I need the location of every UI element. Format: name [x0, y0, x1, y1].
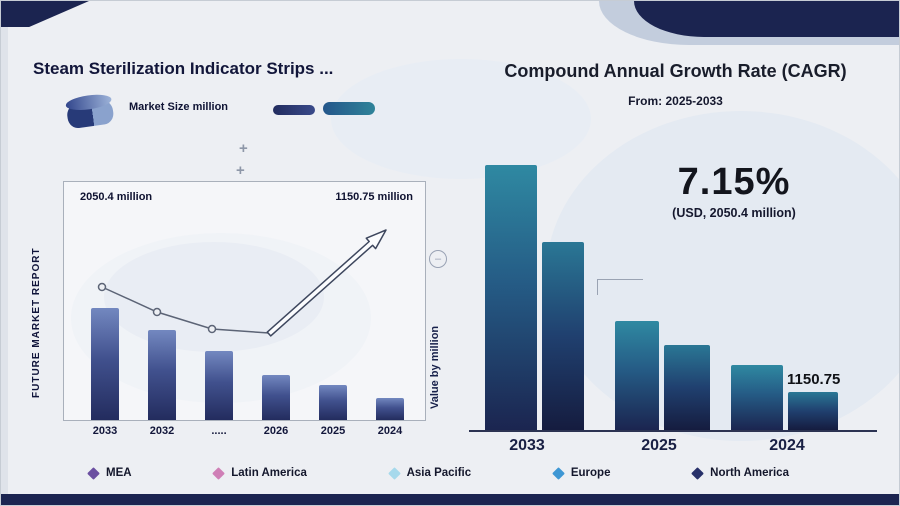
bar-column [84, 308, 126, 420]
cagr-subtitle: From: 2025-2033 [628, 94, 723, 108]
value-annotation-1150: 1150.75 [787, 371, 841, 388]
chart-background-blob [104, 242, 324, 352]
bar-column [198, 351, 240, 420]
market-size-chart: 2050.4 million 1150.75 million [63, 181, 426, 421]
trend-line-and-arrow [97, 229, 387, 337]
cagr-bar-2025-series-a [615, 321, 659, 430]
market-size-bar [319, 385, 347, 420]
legend-label: Latin America [231, 467, 307, 479]
bottom-bar [1, 494, 899, 505]
bar-group-2025 [615, 321, 710, 430]
legend-item-mea: MEA [87, 466, 132, 480]
cagr-title: Compound Annual Growth Rate (CAGR) [504, 61, 847, 81]
diamond-bullet-icon [551, 466, 565, 480]
cagr-percentage: 7.15% [677, 161, 791, 203]
bar-column [255, 375, 297, 420]
background-blob [546, 111, 899, 441]
cagr-chart: 2033 2025 2024 1150.75 [469, 151, 877, 454]
legend-item-asia-pacific: Asia Pacific [387, 466, 472, 480]
database-cylinder-icon [64, 92, 119, 133]
value-annotation-2033: 2050.4 million [80, 191, 153, 203]
x-axis-label-2025: 2025 [641, 437, 677, 454]
region-legend: MEA Latin America Asia Pacific Europe No… [87, 466, 789, 480]
left-edge-strip [1, 1, 8, 505]
x-axis-label: 2033 [92, 425, 118, 437]
cagr-bar-2033-series-b [542, 242, 584, 430]
bar-column [312, 385, 354, 420]
cagr-value-block: 7.15% (USD, 2050.4 million) [609, 161, 859, 220]
cagr-bar-2024-series-a [731, 365, 783, 430]
diamond-bullet-icon [87, 466, 100, 480]
cagr-note: (USD, 2050.4 million) [672, 206, 796, 220]
diamond-bullet-icon [387, 466, 401, 480]
bar-column [141, 330, 183, 420]
left-chart-title: Steam Sterilization Indicator Strips ... [33, 59, 334, 78]
decorative-circle-icon: – [429, 250, 447, 268]
plus-decoration: + [239, 140, 248, 157]
legend-label: MEA [106, 467, 132, 479]
cagr-bar-2033-series-a [485, 165, 537, 430]
legend-item-north-america: North America [691, 466, 789, 480]
diamond-bullet-icon [691, 466, 705, 480]
x-axis-label-2024: 2024 [769, 437, 805, 454]
x-axis-label: ..... [211, 425, 227, 437]
decorative-bracket [597, 279, 643, 295]
legend-item-europe: Europe [551, 466, 611, 480]
growth-arrow [266, 229, 387, 337]
market-size-bar [148, 330, 176, 420]
future-market-report-watermark: FUTURE MARKET REPORT [31, 247, 42, 399]
left-bars [84, 308, 411, 420]
cagr-bar-2025-series-b [664, 345, 710, 430]
x-axis-label-2033: 2033 [509, 437, 545, 454]
top-right-corner-shape [634, 1, 899, 37]
pill-decoration-teal [323, 102, 375, 115]
market-size-bar [205, 351, 233, 420]
legend-label: North America [710, 467, 789, 479]
plus-decoration: + [236, 162, 245, 179]
bar-group-2033 [485, 165, 584, 430]
market-size-legend-label: Market Size million [129, 101, 229, 113]
background-blob [331, 59, 591, 179]
market-size-bar [91, 308, 119, 420]
market-size-bar [376, 398, 404, 420]
x-axis-baseline [469, 430, 877, 432]
value-annotation-2024: 1150.75 million [335, 191, 413, 203]
x-axis-label: 2025 [320, 425, 346, 437]
legend-item-latin-america: Latin America [212, 466, 307, 480]
x-axis-label: 2032 [149, 425, 175, 437]
x-axis-label: 2026 [263, 425, 289, 437]
top-left-corner-shape [1, 1, 89, 27]
x-axis-label: 2024 [377, 425, 403, 437]
legend-label: Asia Pacific [406, 467, 472, 479]
legend-label: Europe [570, 467, 611, 479]
left-xlabels: 2033 2032..... 2026 2025 2024 [84, 425, 411, 437]
cagr-bar-2024-series-b [788, 392, 838, 430]
diamond-bullet-icon [212, 466, 226, 480]
bar-group-2024 [731, 365, 838, 430]
market-size-bar [262, 375, 290, 420]
bar-column [369, 398, 411, 420]
y-axis-label: Value by million [429, 325, 441, 409]
pill-decoration-navy [273, 105, 315, 115]
